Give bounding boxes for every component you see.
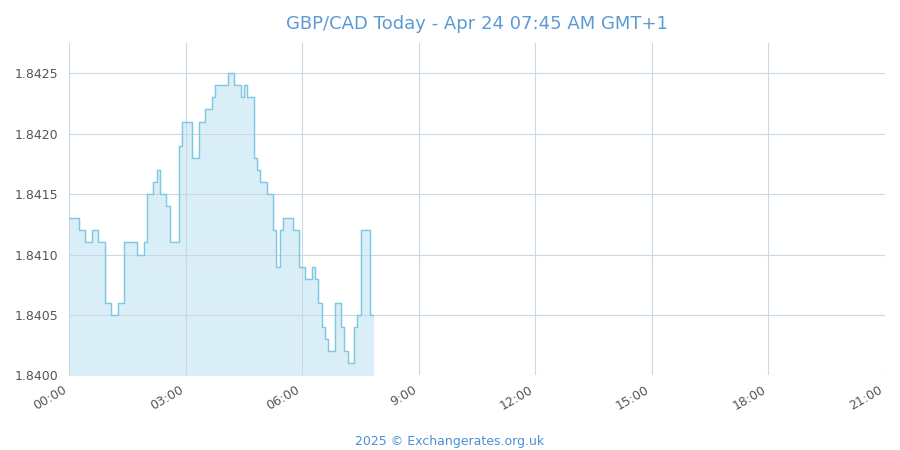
Title: GBP/CAD Today - Apr 24 07:45 AM GMT+1: GBP/CAD Today - Apr 24 07:45 AM GMT+1 bbox=[286, 15, 668, 33]
Text: 2025 © Exchangerates.org.uk: 2025 © Exchangerates.org.uk bbox=[356, 436, 544, 449]
